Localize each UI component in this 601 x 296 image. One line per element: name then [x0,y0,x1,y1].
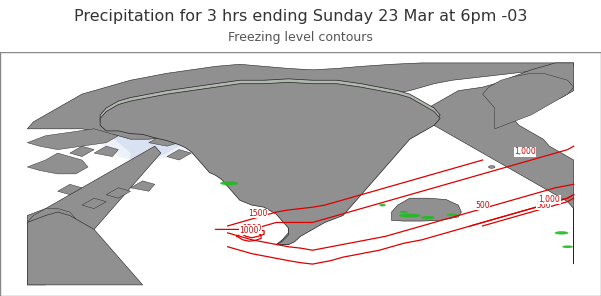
Text: 500: 500 [475,201,490,210]
Ellipse shape [489,166,495,168]
Polygon shape [392,198,462,221]
Polygon shape [82,198,106,209]
Polygon shape [27,146,161,285]
Polygon shape [70,146,94,157]
Polygon shape [483,73,574,129]
Text: 1500: 1500 [242,224,261,233]
Polygon shape [148,136,179,146]
Polygon shape [130,181,155,191]
Text: 1500: 1500 [248,209,267,218]
Text: 1,000: 1,000 [514,147,536,156]
Polygon shape [27,212,142,285]
Polygon shape [100,79,440,245]
Text: 1,000: 1,000 [538,195,560,204]
Polygon shape [100,82,440,245]
Ellipse shape [447,213,458,216]
Ellipse shape [562,245,573,248]
Text: 1000: 1000 [239,226,258,235]
Text: 500: 500 [536,201,551,210]
Polygon shape [27,63,574,139]
Ellipse shape [399,213,421,218]
Polygon shape [94,146,118,157]
Polygon shape [106,101,240,160]
Polygon shape [209,153,234,163]
Polygon shape [27,153,88,174]
Text: Precipitation for 3 hrs ending Sunday 23 Mar at 6pm -03: Precipitation for 3 hrs ending Sunday 23… [74,9,527,24]
Polygon shape [106,188,130,198]
Ellipse shape [400,211,408,213]
Polygon shape [58,184,82,195]
Polygon shape [167,149,191,160]
Polygon shape [100,94,434,160]
Ellipse shape [220,181,238,185]
Text: Freezing level contours: Freezing level contours [228,31,373,44]
Ellipse shape [421,216,435,219]
Ellipse shape [379,204,386,206]
Polygon shape [422,63,574,264]
Ellipse shape [555,231,569,234]
Polygon shape [27,129,118,149]
Polygon shape [27,209,76,229]
Polygon shape [191,129,222,139]
